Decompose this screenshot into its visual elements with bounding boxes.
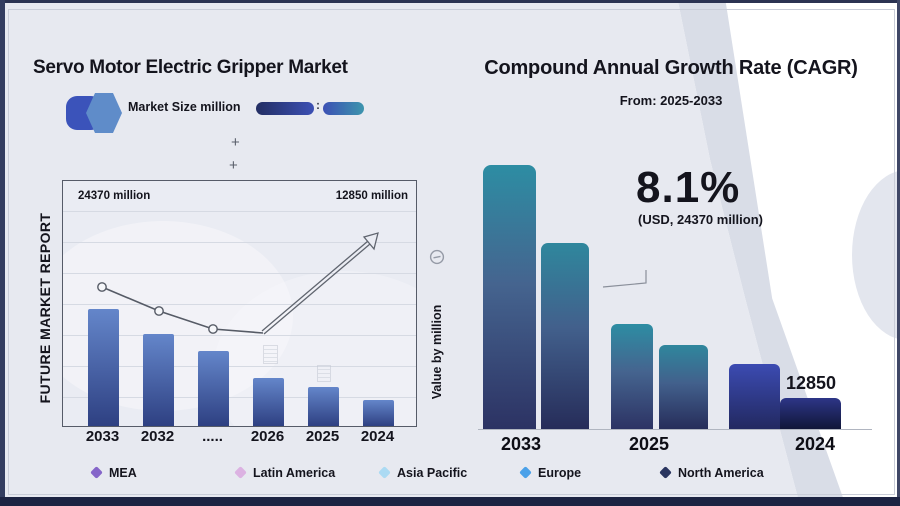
gradient-pill-right bbox=[323, 102, 364, 115]
background-right-blob bbox=[852, 170, 900, 340]
future-market-report-watermark: FUTURE MARKET REPORT bbox=[37, 212, 53, 404]
cagr-note: (USD, 24370 million) bbox=[638, 212, 763, 227]
cagr-title: Compound Annual Growth Rate (CAGR) bbox=[484, 57, 858, 79]
bar-..... bbox=[198, 351, 229, 426]
frame-top bbox=[0, 0, 900, 3]
left-chart-bars bbox=[63, 181, 416, 426]
max-value-label: 24370 million bbox=[78, 190, 151, 202]
x-tick-2024: 2024 bbox=[360, 428, 395, 445]
frame-bottom bbox=[0, 497, 900, 506]
gradient-pill-left bbox=[256, 102, 314, 115]
x-tick-.....: ..... bbox=[202, 428, 223, 445]
legend-label: North America bbox=[678, 466, 764, 480]
cagr-chart-baseline bbox=[478, 429, 872, 430]
frame-left bbox=[0, 0, 5, 506]
page-title: Servo Motor Electric Gripper Market bbox=[33, 57, 348, 78]
cagr-bar-2024-secondary bbox=[780, 398, 841, 430]
document-watermark-icon bbox=[317, 365, 331, 382]
trend-line-arrow bbox=[97, 232, 379, 335]
minus-circle-icon bbox=[429, 249, 445, 265]
bar-2033 bbox=[88, 309, 119, 426]
bar-2025 bbox=[308, 387, 339, 426]
cagr-x-tick-2025: 2025 bbox=[628, 434, 670, 454]
legend-label: Asia Pacific bbox=[397, 466, 468, 480]
cagr-bar-2033-primary bbox=[483, 165, 536, 430]
plus-mark-1: + bbox=[231, 134, 240, 151]
market-size-chart: 24370 million 12850 million bbox=[62, 180, 417, 427]
cagr-value: 8.1% bbox=[636, 163, 741, 212]
legend-label: Europe bbox=[538, 466, 582, 480]
x-tick-2032: 2032 bbox=[140, 428, 175, 445]
market-size-label: Market Size million bbox=[128, 100, 241, 114]
cagr-bar-2025-secondary bbox=[659, 345, 708, 430]
x-tick-2026: 2026 bbox=[250, 428, 285, 445]
cagr-subtitle: From: 2025-2033 bbox=[619, 93, 723, 108]
min-value-label: 12850 million bbox=[335, 190, 408, 202]
bar-2032 bbox=[143, 334, 174, 426]
cagr-bar-2025-primary bbox=[611, 324, 653, 430]
value-by-million-label: Value by million bbox=[430, 304, 444, 400]
bar-2026 bbox=[253, 378, 284, 426]
frame-right bbox=[897, 0, 900, 506]
database-icon bbox=[66, 93, 122, 133]
legend-label: Latin America bbox=[253, 466, 336, 480]
bar-2024 bbox=[363, 400, 394, 426]
pill-separator: : bbox=[316, 98, 320, 112]
plus-mark-2: + bbox=[229, 157, 238, 174]
step-bracket-mark bbox=[602, 270, 647, 288]
legend-label: MEA bbox=[109, 466, 137, 480]
document-watermark-icon bbox=[263, 345, 278, 364]
cagr-bar-2033-secondary bbox=[541, 243, 589, 430]
cagr-x-tick-2024: 2024 bbox=[794, 434, 836, 454]
x-tick-2033: 2033 bbox=[85, 428, 120, 445]
callout-12850: 12850 bbox=[786, 373, 837, 393]
x-tick-2025: 2025 bbox=[305, 428, 340, 445]
cagr-x-tick-2033: 2033 bbox=[500, 434, 542, 454]
cagr-bar-2024-primary bbox=[729, 364, 780, 430]
chart-gridlines bbox=[63, 181, 416, 426]
left-chart-x-axis: 2033 2032..... 2026 2025 2024 bbox=[62, 428, 415, 448]
